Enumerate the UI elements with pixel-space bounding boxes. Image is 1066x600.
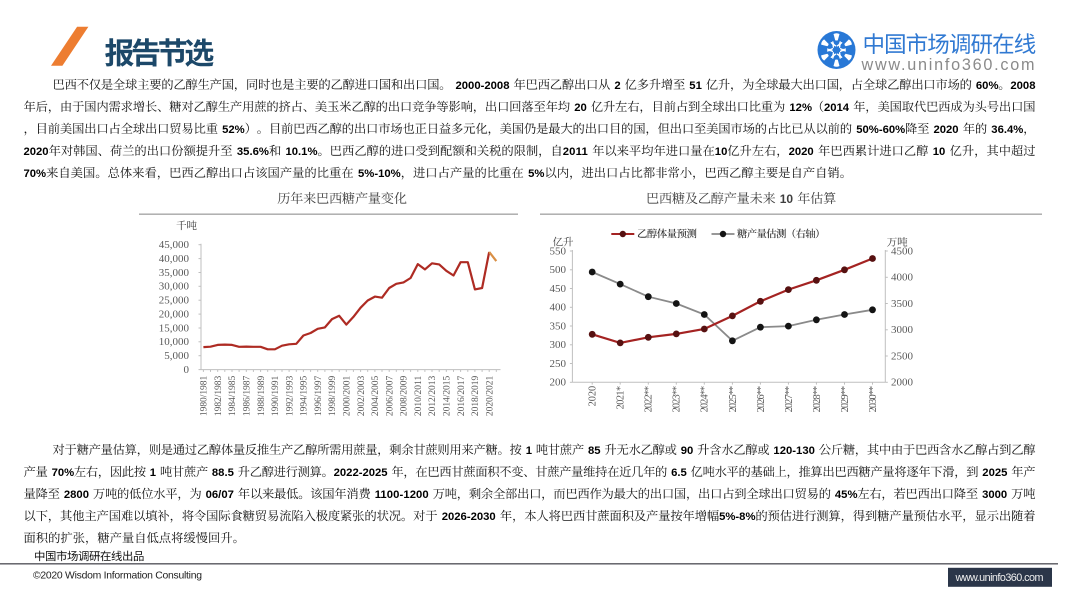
svg-text:06/07: 06/07 [206,489,234,501]
svg-text:2000/2001: 2000/2001 [343,376,353,417]
svg-text:3000: 3000 [891,324,914,336]
svg-text:2008: 2008 [1010,80,1035,92]
svg-text:2025**: 2025** [728,386,739,413]
svg-text:10: 10 [933,146,946,158]
svg-text:40,000: 40,000 [159,253,190,265]
svg-text:90: 90 [681,445,694,457]
svg-text:88.5: 88.5 [212,467,234,479]
svg-text:12%: 12% [789,102,812,114]
svg-text:1992/1993: 1992/1993 [285,376,295,417]
svg-text:2: 2 [614,80,620,92]
svg-text:50%-60%: 50%-60% [856,124,905,136]
svg-text:2020: 2020 [789,146,814,158]
svg-text:2004/2005: 2004/2005 [371,376,381,417]
svg-text:1988/1989: 1988/1989 [257,376,267,417]
svg-text:350: 350 [550,320,567,332]
svg-text:15,000: 15,000 [159,322,190,334]
svg-text:2020: 2020 [24,146,49,158]
svg-text:5%-10%: 5%-10% [358,168,401,180]
svg-text:20,000: 20,000 [159,309,190,321]
svg-text:2000: 2000 [891,377,914,389]
svg-text:1990/1991: 1990/1991 [271,376,281,417]
svg-text:30,000: 30,000 [159,281,190,293]
svg-text:4000: 4000 [891,272,914,284]
svg-text:2016/2017: 2016/2017 [457,376,467,417]
svg-text:4500: 4500 [891,245,914,257]
svg-text:120-130: 120-130 [773,445,815,457]
svg-text:5%: 5% [528,168,544,180]
svg-text:2024**: 2024** [700,386,711,413]
svg-text:1984/1985: 1984/1985 [228,376,238,417]
svg-text:2800: 2800 [64,489,89,501]
svg-text:10: 10 [780,192,794,206]
svg-text:www.uninfo360.com: www.uninfo360.com [861,56,1035,74]
svg-text:0: 0 [184,364,190,376]
svg-text:200: 200 [550,377,567,389]
svg-text:10: 10 [715,146,728,158]
svg-text:2018/2019: 2018/2019 [471,376,481,417]
svg-text:2021*: 2021* [616,386,627,410]
svg-text:1980/1981: 1980/1981 [200,376,210,417]
svg-text:35,000: 35,000 [159,267,190,279]
svg-text:2011: 2011 [563,146,588,158]
svg-text:2006/2007: 2006/2007 [385,376,395,417]
svg-text:2020: 2020 [934,124,959,136]
svg-text:2022**: 2022** [644,386,655,413]
svg-text:5,000: 5,000 [164,350,189,362]
svg-text:1994/1995: 1994/1995 [300,376,310,417]
svg-text:70%: 70% [24,168,47,180]
svg-text:45,000: 45,000 [159,239,190,251]
svg-text:2027**: 2027** [784,386,795,413]
svg-text:2026**: 2026** [756,386,767,413]
svg-text:2022-2025: 2022-2025 [334,467,388,479]
svg-text:1998/1999: 1998/1999 [328,376,338,417]
svg-text:2008/2009: 2008/2009 [400,376,410,417]
svg-text:2002/2003: 2002/2003 [357,376,367,417]
svg-text:36.4%: 36.4% [991,124,1023,136]
svg-text:©2020 Wisdom Information Consu: ©2020 Wisdom Information Consulting [33,570,202,581]
svg-text:25,000: 25,000 [159,295,190,307]
svg-text:20: 20 [574,102,587,114]
svg-text:35.6%: 35.6% [237,146,269,158]
svg-text:500: 500 [550,264,567,276]
svg-text:3000: 3000 [982,489,1007,501]
svg-text:10,000: 10,000 [159,336,190,348]
svg-text:3500: 3500 [891,298,914,310]
svg-text:250: 250 [550,358,567,370]
svg-text:400: 400 [550,302,567,314]
svg-text:2023**: 2023** [672,386,683,413]
svg-text:2030**: 2030** [868,386,879,413]
svg-text:2014: 2014 [824,102,850,114]
svg-text:1996/1997: 1996/1997 [314,376,324,417]
svg-text:51: 51 [689,80,702,92]
svg-text:2000-2008: 2000-2008 [456,80,510,92]
svg-text:2028**: 2028** [812,386,823,413]
svg-text:6.5: 6.5 [671,467,687,479]
svg-text:2014/2015: 2014/2015 [443,376,453,417]
svg-text:1100-1200: 1100-1200 [375,489,429,501]
svg-text:60%: 60% [976,80,999,92]
svg-text:2020/2021: 2020/2021 [485,376,495,417]
svg-text:10.1%: 10.1% [286,146,318,158]
svg-text:2500: 2500 [891,350,914,362]
svg-text:2010/2011: 2010/2011 [414,376,424,417]
svg-text:85: 85 [588,445,601,457]
svg-text:1: 1 [526,445,532,457]
svg-text:www.uninfo360.com: www.uninfo360.com [955,572,1044,584]
svg-text:300: 300 [550,339,567,351]
svg-text:1: 1 [150,467,156,479]
svg-text:2012/2013: 2012/2013 [428,376,438,417]
svg-text:2026-2030: 2026-2030 [442,511,496,523]
svg-text:2025: 2025 [982,467,1007,479]
svg-text:1982/1983: 1982/1983 [214,376,224,417]
svg-text:550: 550 [550,245,567,257]
svg-text:2020: 2020 [588,386,599,407]
svg-text:2029**: 2029** [840,386,851,413]
svg-text:52%: 52% [222,124,245,136]
svg-text:450: 450 [550,283,567,295]
svg-text:45%: 45% [835,489,858,501]
svg-text:70%: 70% [52,467,75,479]
svg-text:5%-8%: 5%-8% [719,511,755,523]
svg-text:1986/1987: 1986/1987 [243,376,253,417]
